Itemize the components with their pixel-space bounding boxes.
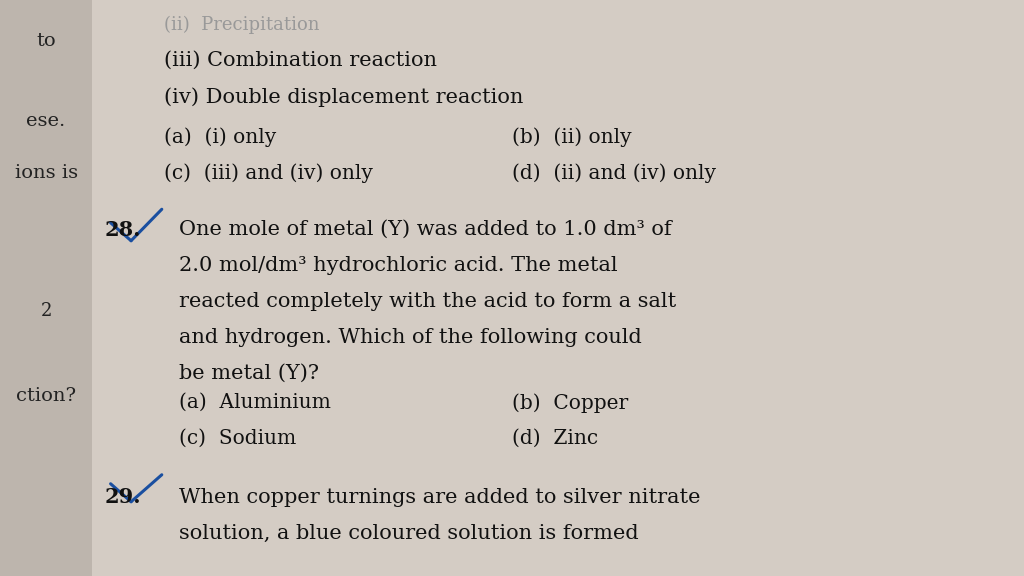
Text: (d)  (ii) and (iv) only: (d) (ii) and (iv) only xyxy=(512,164,716,183)
Text: to: to xyxy=(36,32,56,50)
Text: and hydrogen. Which of the following could: and hydrogen. Which of the following cou… xyxy=(179,328,642,347)
Text: (iv) Double displacement reaction: (iv) Double displacement reaction xyxy=(164,87,523,107)
Text: (c)  Sodium: (c) Sodium xyxy=(179,429,297,448)
Text: (iii) Combination reaction: (iii) Combination reaction xyxy=(164,51,437,70)
Text: (b)  (ii) only: (b) (ii) only xyxy=(512,127,632,147)
Text: ction?: ction? xyxy=(16,387,76,405)
Text: (a)  (i) only: (a) (i) only xyxy=(164,127,276,147)
Text: 28.: 28. xyxy=(104,219,141,240)
Text: (d)  Zinc: (d) Zinc xyxy=(512,429,598,448)
Text: 29.: 29. xyxy=(104,487,141,507)
Text: ese.: ese. xyxy=(27,112,66,131)
Text: When copper turnings are added to silver nitrate: When copper turnings are added to silver… xyxy=(179,488,700,507)
Text: solution, a blue coloured solution is formed: solution, a blue coloured solution is fo… xyxy=(179,524,639,543)
Text: be metal (Y)?: be metal (Y)? xyxy=(179,364,319,383)
Text: (ii)  Precipitation: (ii) Precipitation xyxy=(164,16,319,34)
Text: One mole of metal (Y) was added to 1.0 dm³ of: One mole of metal (Y) was added to 1.0 d… xyxy=(179,220,672,239)
Text: 2: 2 xyxy=(40,301,52,320)
Text: (a)  Aluminium: (a) Aluminium xyxy=(179,393,331,412)
Text: ions is: ions is xyxy=(14,164,78,182)
Bar xyxy=(0,0,92,576)
Text: (b)  Copper: (b) Copper xyxy=(512,393,629,412)
Text: 2.0 mol/dm³ hydrochloric acid. The metal: 2.0 mol/dm³ hydrochloric acid. The metal xyxy=(179,256,617,275)
Text: reacted completely with the acid to form a salt: reacted completely with the acid to form… xyxy=(179,292,677,311)
Text: (c)  (iii) and (iv) only: (c) (iii) and (iv) only xyxy=(164,164,373,183)
